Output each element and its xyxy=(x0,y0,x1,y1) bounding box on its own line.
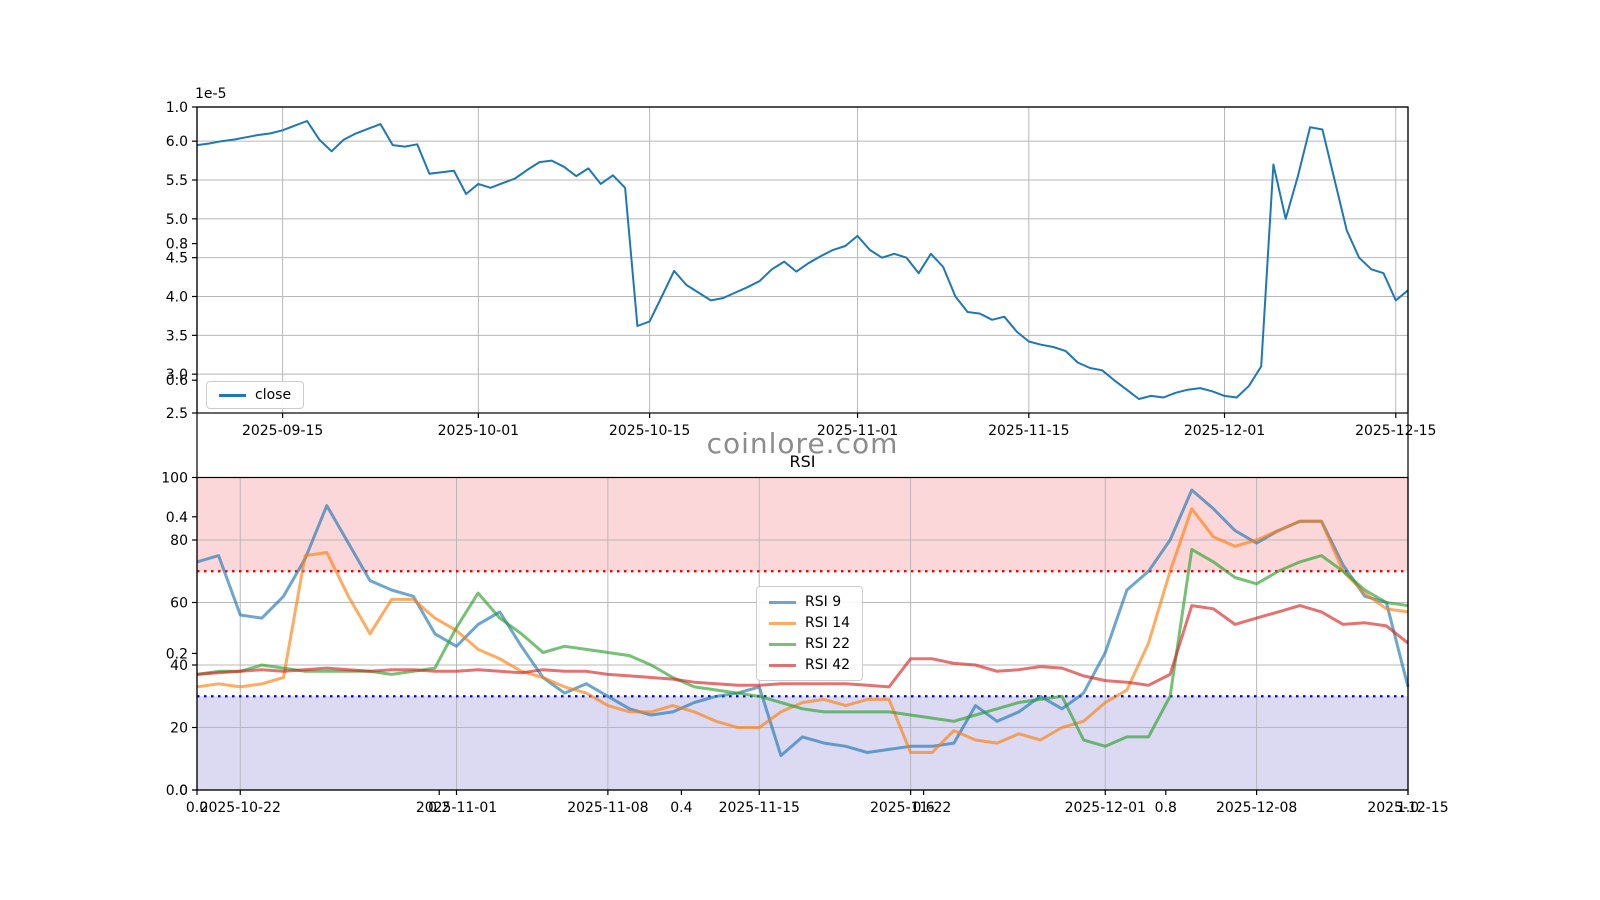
rsi-22-line xyxy=(196,547,1409,748)
rsi-legend: RSI 9 RSI 14 RSI 22 RSI 42 xyxy=(756,586,864,681)
rsi-panel-title: RSI xyxy=(789,452,816,471)
price-y-tick-label: 4.5 xyxy=(166,251,188,267)
rsi-42-line-sample xyxy=(769,663,796,667)
rsi-y-tick-label: 40 xyxy=(170,658,188,674)
rsi-42-line xyxy=(196,604,1409,689)
close-legend-label: close xyxy=(255,387,292,403)
overlay-y-tick-label: 0.2 xyxy=(166,646,188,662)
rsi-42-legend-label: RSI 42 xyxy=(805,657,851,673)
price-legend: close xyxy=(206,381,305,409)
rsi-22-legend-label: RSI 22 xyxy=(805,636,851,652)
rsi-x-tick-label: 2025-11-01 xyxy=(416,800,497,816)
price-y-tick-label: 4.0 xyxy=(166,290,188,306)
overlay-x-tick-label: 0.4 xyxy=(670,800,692,816)
overlay-axes-spine xyxy=(196,106,1409,791)
y-axis-offset-label: 1e-5 xyxy=(195,86,227,102)
rsi-14-line xyxy=(196,507,1409,754)
rsi-y-tick-label: 60 xyxy=(170,596,188,612)
rsi-legend-row: RSI 9 xyxy=(769,595,850,609)
close-line xyxy=(196,120,1409,400)
rsi-x-tick-label: 2025-12-15 xyxy=(1367,800,1448,816)
rsi-9-legend-label: RSI 9 xyxy=(805,594,842,610)
rsi-9-line-sample xyxy=(769,600,796,604)
rsi-x-tick-label: 2025-12-01 xyxy=(1065,800,1146,816)
price-y-tick-label: 5.5 xyxy=(166,173,188,189)
rsi-x-tick-label: 2025-11-22 xyxy=(870,800,951,816)
price-x-tick-label: 2025-11-01 xyxy=(817,423,898,439)
rsi-y-tick-label: 20 xyxy=(170,721,188,737)
overlay-x-tick-label: 0.0 xyxy=(186,800,208,816)
price-y-tick-label: 3.0 xyxy=(166,367,188,383)
rsi-x-tick-label: 2025-11-15 xyxy=(719,800,800,816)
rsi-legend-row: RSI 14 xyxy=(769,616,850,630)
rsi-legend-row: RSI 22 xyxy=(769,637,850,651)
rsi-x-tick-label: 2025-10-22 xyxy=(200,800,281,816)
overlay-y-tick-label: 0.4 xyxy=(166,510,188,526)
rsi-y-tick-label: 80 xyxy=(170,533,188,549)
price-x-tick-label: 2025-09-15 xyxy=(242,423,323,439)
overlay-y-tick-label: 0.0 xyxy=(166,783,188,799)
rsi-14-line-sample xyxy=(769,621,796,625)
watermark: coinlore.com xyxy=(706,427,899,460)
close-line-sample xyxy=(219,393,246,397)
price-x-tick-label: 2025-12-15 xyxy=(1355,423,1436,439)
rsi-x-tick-label: 2025-12-08 xyxy=(1216,800,1297,816)
rsi-y-tick-label: 0 xyxy=(179,783,188,799)
overlay-x-tick-label: 0.2 xyxy=(428,800,450,816)
price-y-tick-label: 5.0 xyxy=(166,212,188,228)
price-x-tick-label: 2025-10-01 xyxy=(438,423,519,439)
rsi-9-line xyxy=(196,488,1410,758)
band-oversold xyxy=(197,696,1408,790)
price-y-tick-label: 3.5 xyxy=(166,328,188,344)
rsi-x-tick-label: 2025-11-08 xyxy=(567,800,648,816)
price-y-tick-label: 2.5 xyxy=(166,406,188,422)
rsi-legend-row: RSI 42 xyxy=(769,658,850,672)
overlay-x-tick-label: 1.0 xyxy=(1397,800,1419,816)
rsi-14-legend-label: RSI 14 xyxy=(805,615,851,631)
price-x-tick-label: 2025-12-01 xyxy=(1184,423,1265,439)
overlay-y-tick-label: 0.8 xyxy=(166,237,188,253)
rsi-y-tick-label: 100 xyxy=(161,471,188,487)
overlay-x-tick-label: 0.6 xyxy=(912,800,934,816)
band-overbought xyxy=(197,477,1408,572)
overlay-y-tick-label: 0.6 xyxy=(166,373,188,389)
price-x-tick-label: 2025-10-15 xyxy=(609,423,690,439)
price-x-tick-label: 2025-11-15 xyxy=(988,423,1069,439)
overlay-x-tick-label: 0.8 xyxy=(1155,800,1177,816)
price-axes-spine xyxy=(196,106,1409,414)
overlay-y-tick-label: 1.0 xyxy=(166,100,188,116)
price-y-tick-label: 6.0 xyxy=(166,134,188,150)
rsi-22-line-sample xyxy=(769,642,796,646)
